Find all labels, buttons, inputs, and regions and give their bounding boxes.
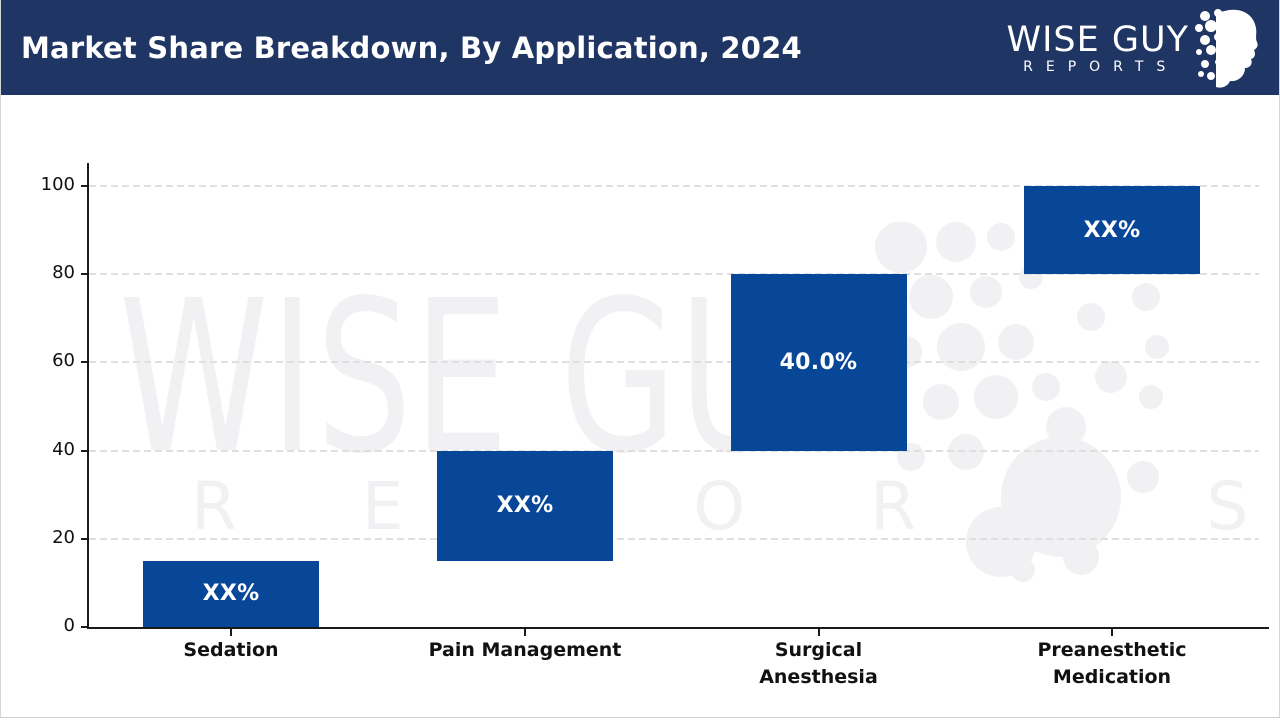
x-tick-label: Sedation: [183, 639, 279, 661]
y-tick-label: 100: [40, 174, 75, 195]
x-tick-label: Surgical Anesthesia: [759, 639, 878, 688]
bar-value-label: XX%: [496, 493, 554, 519]
x-tick-label: Pain Management: [428, 639, 622, 661]
y-tick-mark: [81, 537, 88, 540]
y-tick-mark: [81, 185, 88, 187]
logo-sub-text: REPORTS: [1023, 58, 1179, 75]
header: Market Share Breakdown, By Application, …: [1, 0, 1279, 95]
x-tick-mark: [1111, 629, 1113, 636]
y-tick-mark: [81, 626, 88, 628]
y-tick-label: 40: [52, 438, 75, 460]
bar-value-label: XX%: [202, 581, 260, 607]
y-tick-mark: [81, 361, 88, 364]
y-tick-label: 60: [52, 350, 75, 372]
x-tick-mark: [524, 629, 526, 636]
wise-guy-face-icon: [1195, 9, 1258, 88]
bar-pain-management: XX%: [437, 450, 613, 561]
y-tick-mark: [81, 449, 88, 452]
y-tick-label: 80: [52, 262, 75, 284]
bar-sedation: XX%: [143, 560, 319, 627]
gridline-40: [89, 449, 1259, 452]
x-tick-label: Preanesthetic Medication: [1037, 639, 1187, 688]
x-tick-mark: [230, 629, 232, 636]
chart-title: Market Share Breakdown, By Application, …: [21, 30, 802, 65]
bar-value-label: XX%: [1083, 217, 1141, 243]
bar-value-label: 40.0%: [779, 349, 858, 375]
x-axis-line: [87, 627, 1269, 629]
y-axis-line: [87, 163, 89, 629]
gridline-20: [89, 537, 1259, 540]
y-tick-label: 20: [52, 526, 75, 548]
gridline-100: [89, 185, 1259, 187]
y-tick-label: 0: [63, 615, 75, 636]
bar-preanesthetic-medication: XX%: [1024, 186, 1200, 275]
gridline-60: [89, 361, 1259, 364]
bar-surgical-anesthesia: 40.0%: [730, 274, 907, 451]
waterfall-chart: WISE GU R E P O R T S 0 20 40 60 80 100 XX% Sed…: [1, 95, 1279, 717]
y-tick-mark: [81, 273, 88, 276]
gridline-80: [89, 273, 1259, 276]
wise-guy-logo: WISE GUY REPORTS: [1006, 6, 1265, 90]
x-tick-mark: [817, 629, 820, 636]
logo-brand-text: WISE GUY: [1006, 19, 1189, 60]
logo-text: WISE GUY REPORTS: [1006, 22, 1189, 75]
